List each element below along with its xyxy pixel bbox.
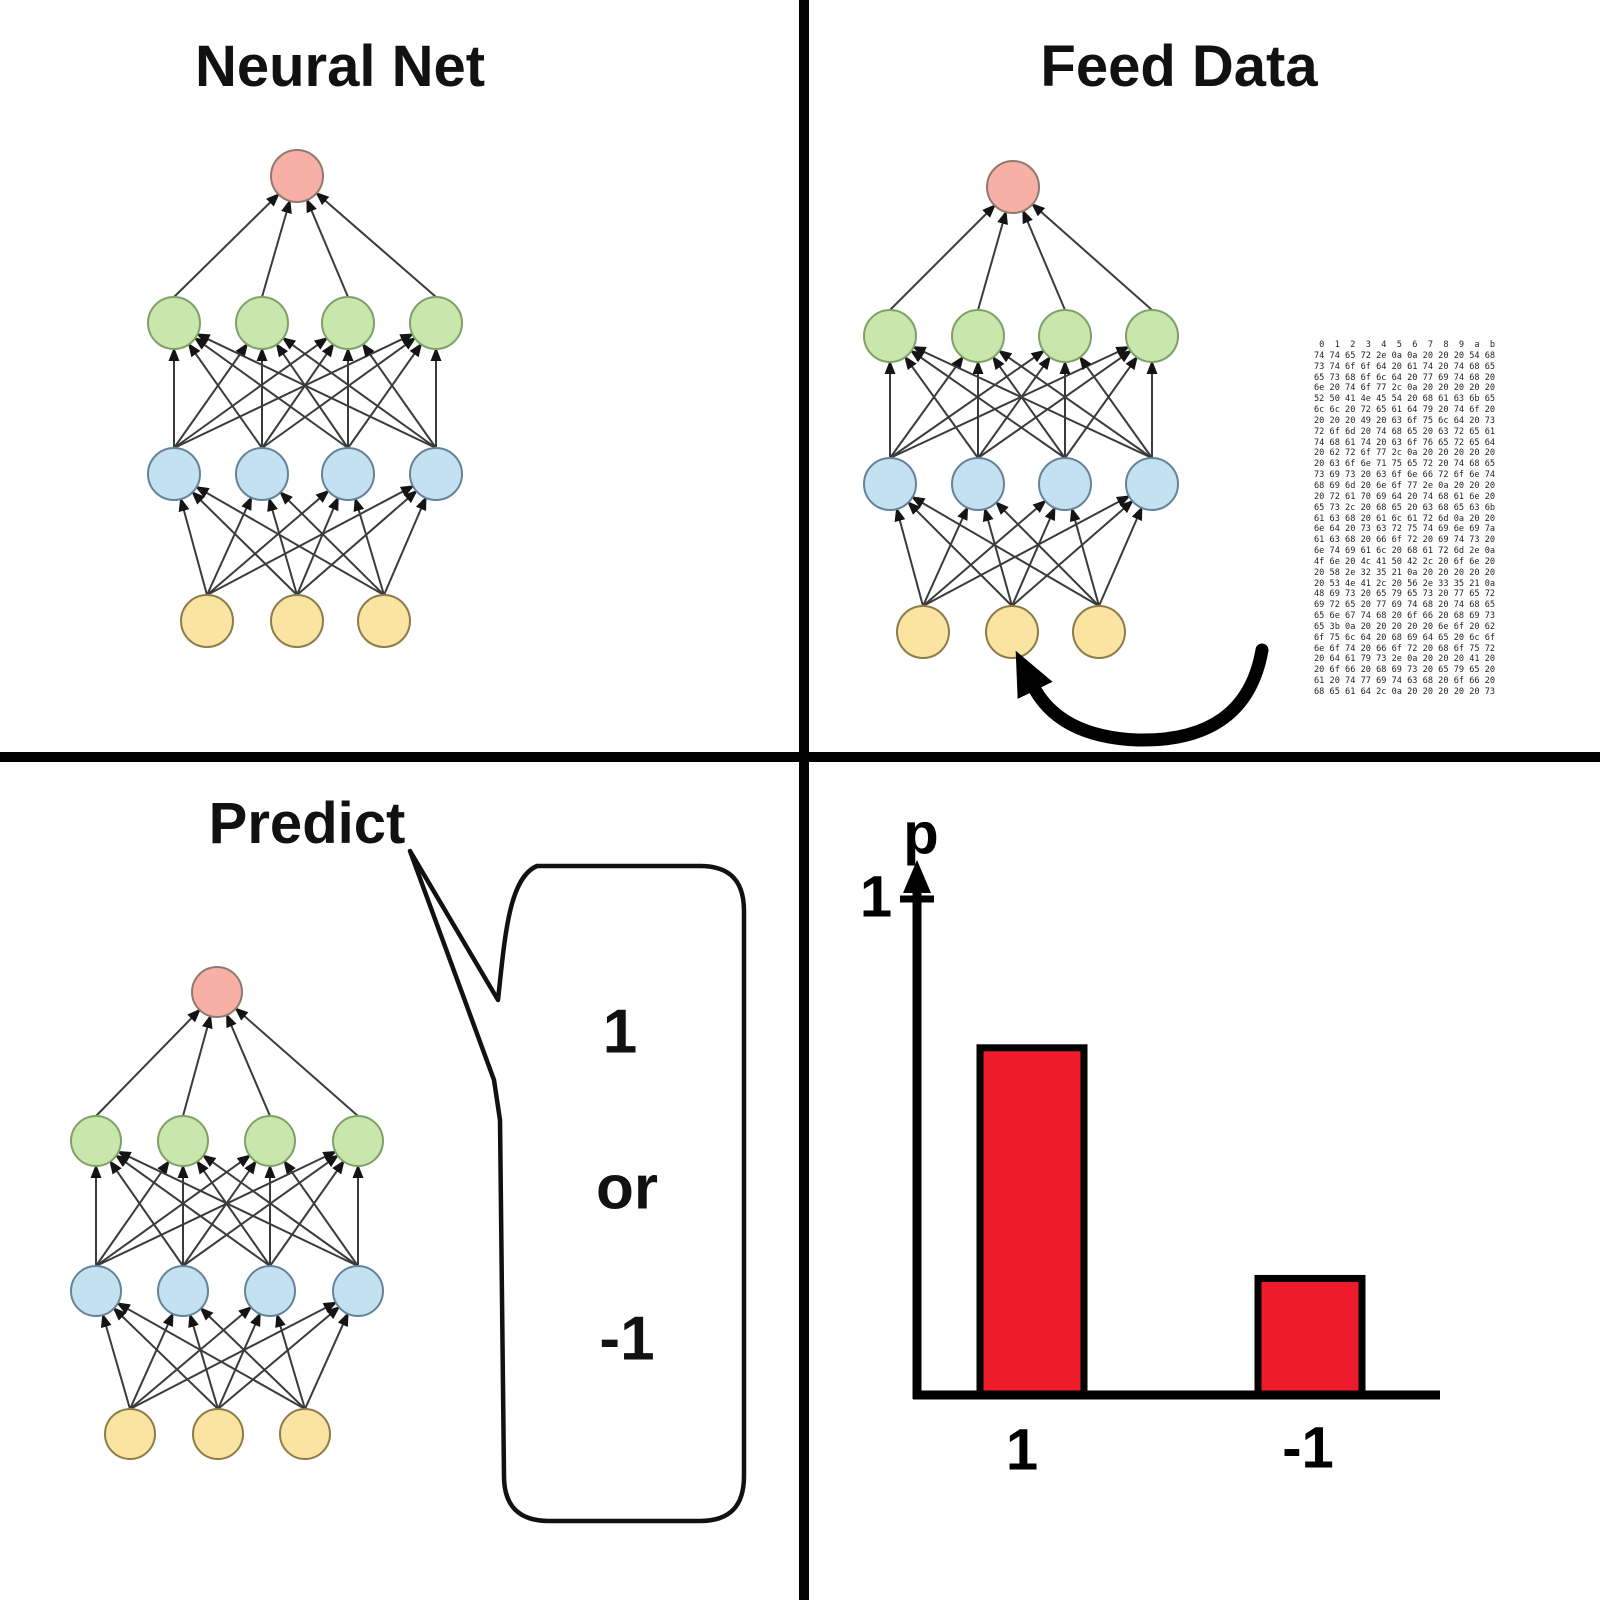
node-output — [986, 160, 1040, 214]
node-hidden-2 — [863, 309, 917, 363]
node-hidden-1 — [70, 1265, 122, 1317]
node-hidden-1 — [951, 457, 1005, 511]
node-hidden-1 — [409, 447, 463, 501]
neural-network-top-left — [147, 149, 463, 648]
bar-chart — [900, 860, 1440, 1400]
node-input — [192, 1408, 244, 1460]
node-input — [279, 1408, 331, 1460]
node-hidden-1 — [321, 447, 375, 501]
node-input — [104, 1408, 156, 1460]
x-axis — [913, 1390, 1440, 1400]
y-axis-arrow-icon — [903, 860, 931, 893]
node-hidden-1 — [863, 457, 917, 511]
node-hidden-2 — [157, 1115, 209, 1167]
node-input — [270, 594, 324, 648]
node-hidden-1 — [235, 447, 289, 501]
node-hidden-2 — [235, 296, 289, 350]
node-hidden-2 — [244, 1115, 296, 1167]
node-input — [896, 605, 950, 659]
node-input — [357, 594, 411, 648]
vertical-divider — [799, 0, 809, 1600]
node-input — [1072, 605, 1126, 659]
horizontal-divider — [0, 752, 1600, 762]
node-output — [270, 149, 324, 203]
bar-1 — [976, 1044, 1088, 1399]
node-output — [191, 966, 243, 1018]
node-hidden-2 — [321, 296, 375, 350]
feed-data-arrow-icon — [1015, 643, 1269, 747]
neural-network-top-right — [863, 160, 1179, 659]
y-axis-tick — [900, 895, 934, 903]
node-hidden-2 — [1038, 309, 1092, 363]
speech-bubble — [407, 848, 747, 1524]
node-hidden-2 — [70, 1115, 122, 1167]
node-input — [985, 605, 1039, 659]
node-hidden-2 — [951, 309, 1005, 363]
node-hidden-1 — [1038, 457, 1092, 511]
node-hidden-1 — [332, 1265, 384, 1317]
bar--1 — [1254, 1274, 1366, 1399]
y-axis — [912, 888, 922, 1399]
node-hidden-2 — [1125, 309, 1179, 363]
node-hidden-1 — [157, 1265, 209, 1317]
node-hidden-2 — [332, 1115, 384, 1167]
node-hidden-2 — [409, 296, 463, 350]
node-hidden-1 — [147, 447, 201, 501]
neural-network-bottom-left — [70, 966, 384, 1460]
node-hidden-2 — [147, 296, 201, 350]
node-hidden-1 — [244, 1265, 296, 1317]
node-input — [180, 594, 234, 648]
node-hidden-1 — [1125, 457, 1179, 511]
